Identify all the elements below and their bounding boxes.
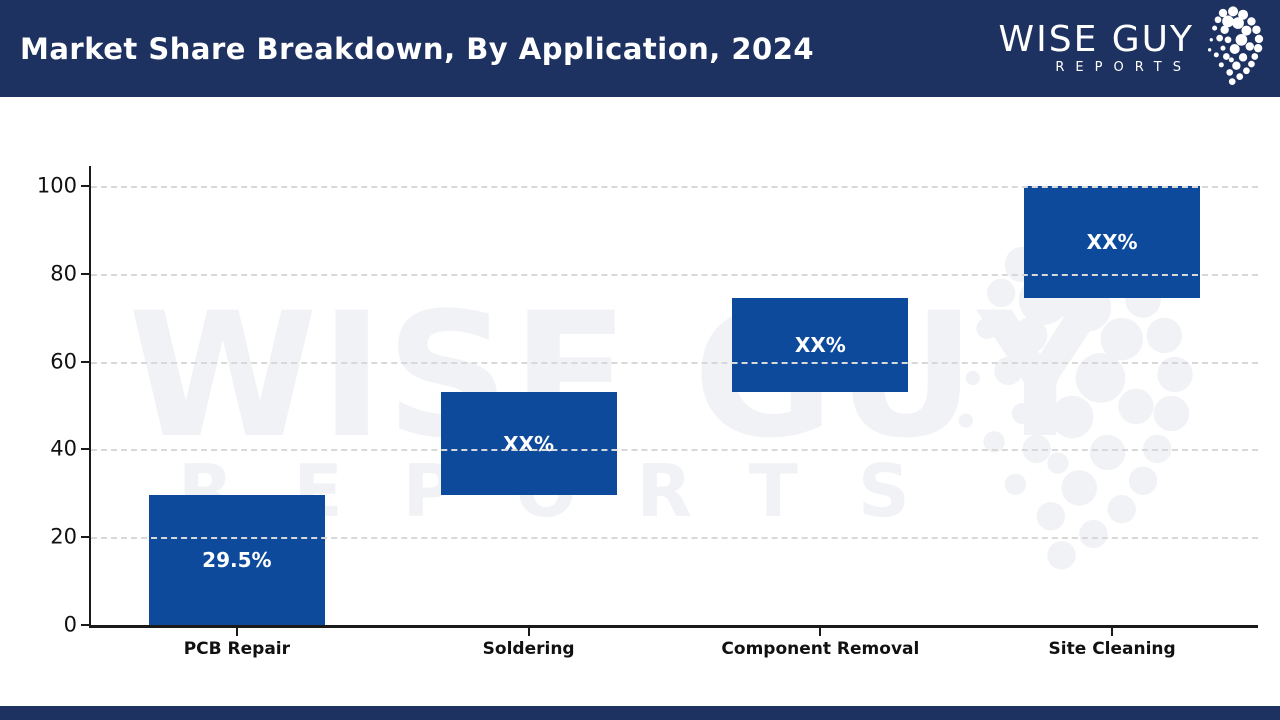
head-dot — [1216, 34, 1223, 41]
y-tick-mark-0 — [81, 624, 89, 626]
head-dot — [1238, 52, 1248, 62]
y-tick-mark-100 — [81, 185, 89, 187]
bar-component-removal: XX% — [732, 297, 909, 393]
bar-value-label-pcb-repair: 29.5% — [202, 548, 272, 573]
head-dot — [1232, 16, 1244, 29]
y-tick-mark-80 — [81, 272, 89, 275]
head-dot — [1229, 43, 1240, 54]
gridline-80 — [91, 273, 1258, 276]
head-dot — [1228, 56, 1234, 62]
head-dot — [1218, 61, 1224, 67]
head-dot — [1218, 8, 1228, 17]
head-dot — [1213, 51, 1219, 57]
footer-bar — [0, 706, 1280, 720]
y-tick-label-60: 60 — [50, 349, 77, 374]
head-dot — [1252, 25, 1261, 34]
head-dot — [1220, 25, 1229, 34]
head-dot — [1232, 61, 1241, 70]
gridline-100 — [91, 186, 1258, 188]
x-tick-mark-pcb-repair — [235, 628, 238, 636]
head-dot — [1224, 35, 1232, 43]
head-dot — [1220, 45, 1226, 51]
logo-wise-guy-text: WISE GUY — [998, 19, 1194, 60]
header-bar: Market Share Breakdown, By Application, … — [0, 0, 1280, 97]
head-dot — [1207, 47, 1212, 52]
head-dot — [1212, 25, 1218, 31]
bar-soldering: XX% — [440, 392, 617, 496]
bar-pcb-repair: 29.5% — [148, 495, 325, 625]
x-tick-label-site-cleaning: Site Cleaning — [1048, 639, 1176, 659]
dotted-head-icon — [1207, 5, 1264, 85]
y-tick-mark-20 — [81, 536, 89, 539]
gridline-40 — [91, 449, 1258, 452]
head-dot — [1222, 15, 1234, 27]
head-dot — [1251, 52, 1259, 60]
gridline-60 — [91, 361, 1258, 364]
wise-guy-reports-logo: WISE GUY REPORTS — [999, 3, 1280, 95]
head-dot — [1235, 33, 1248, 46]
head-dot — [1228, 5, 1239, 16]
head-dot — [1223, 52, 1230, 60]
y-tick-label-0: 0 — [63, 612, 77, 637]
logo-text: WISE GUY REPORTS — [998, 19, 1195, 76]
bar-value-label-soldering: XX% — [503, 431, 555, 456]
y-tick-label-20: 20 — [50, 524, 77, 549]
head-dot — [1238, 9, 1249, 20]
y-tick-mark-60 — [81, 360, 89, 363]
y-tick-label-40: 40 — [50, 436, 77, 461]
x-tick-mark-component-removal — [819, 628, 822, 636]
x-tick-label-soldering: Soldering — [482, 639, 575, 659]
y-tick-label-100: 100 — [36, 173, 77, 198]
head-dot — [1247, 16, 1256, 26]
x-tick-mark-soldering — [527, 628, 530, 636]
x-tick-label-pcb-repair: PCB Repair — [183, 639, 291, 659]
head-dot — [1241, 25, 1252, 36]
x-tick-label-component-removal: Component Removal — [721, 639, 920, 659]
head-dot — [1209, 37, 1213, 41]
head-dot — [1214, 15, 1222, 23]
bar-site-cleaning: XX% — [1024, 186, 1201, 298]
chart-title: Market Share Breakdown, By Application, … — [20, 31, 815, 66]
head-dot — [1243, 66, 1250, 74]
gridline-20 — [91, 537, 1258, 540]
bar-value-label-site-cleaning: XX% — [1086, 229, 1138, 254]
y-tick-mark-40 — [81, 448, 89, 451]
head-dot — [1226, 68, 1234, 76]
head-dot — [1236, 72, 1244, 80]
head-dot — [1245, 41, 1254, 51]
x-tick-mark-site-cleaning — [1111, 628, 1114, 636]
head-dot — [1228, 77, 1236, 85]
bar-value-label-component-removal: XX% — [794, 333, 846, 358]
plot-area: 0 20 40 60 80 100 29.5% PCB Repair XX% Soldering X… — [37, 166, 1258, 659]
head-dot — [1254, 34, 1264, 43]
logo-reports-text: REPORTS — [1055, 60, 1192, 75]
y-tick-label-80: 80 — [50, 261, 77, 286]
head-dot — [1253, 43, 1263, 52]
head-dot — [1248, 60, 1255, 67]
